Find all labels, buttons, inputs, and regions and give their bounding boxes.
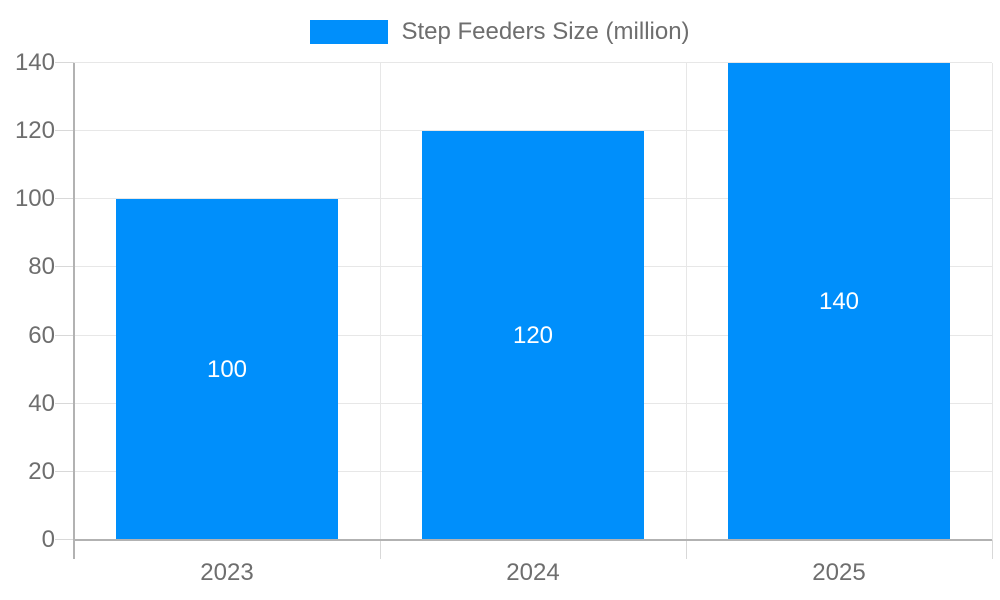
y-tick-label: 140 (14, 49, 55, 76)
bar[interactable] (422, 131, 644, 540)
y-tick-label: 120 (14, 117, 55, 144)
legend-item[interactable]: Step Feeders Size (million) (310, 18, 690, 46)
y-tick (55, 130, 74, 131)
x-tick-label: 2025 (812, 559, 866, 586)
y-tick (55, 198, 74, 199)
y-tick-label: 20 (28, 458, 55, 485)
bar[interactable] (116, 199, 338, 540)
gridline-h (74, 130, 992, 131)
gridline-v (992, 63, 993, 540)
y-tick-label: 0 (41, 526, 55, 553)
y-tick (55, 62, 74, 63)
y-tick (55, 539, 74, 540)
y-tick-label: 100 (14, 185, 55, 212)
x-tick (992, 540, 993, 559)
bar[interactable] (728, 63, 950, 540)
y-tick-label: 80 (28, 253, 55, 280)
bar-value-label: 140 (818, 288, 860, 315)
x-tick-label: 2023 (200, 559, 254, 586)
bar-value-label: 120 (512, 322, 554, 349)
x-tick (686, 540, 687, 559)
y-tick (55, 403, 74, 404)
legend: Step Feeders Size (million) (0, 17, 1000, 47)
y-tick (55, 266, 74, 267)
y-tick-label: 40 (28, 390, 55, 417)
legend-label: Step Feeders Size (million) (401, 18, 690, 45)
y-axis-line (73, 63, 75, 559)
x-axis-line (73, 539, 992, 541)
y-tick-label: 60 (28, 322, 55, 349)
legend-swatch (310, 20, 389, 44)
gridline-v (380, 63, 381, 540)
gridline-h (74, 62, 992, 63)
y-tick (55, 335, 74, 336)
bar-value-label: 100 (206, 356, 248, 383)
x-tick-label: 2024 (506, 559, 560, 586)
x-tick (380, 540, 381, 559)
y-tick (55, 471, 74, 472)
gridline-v (686, 63, 687, 540)
